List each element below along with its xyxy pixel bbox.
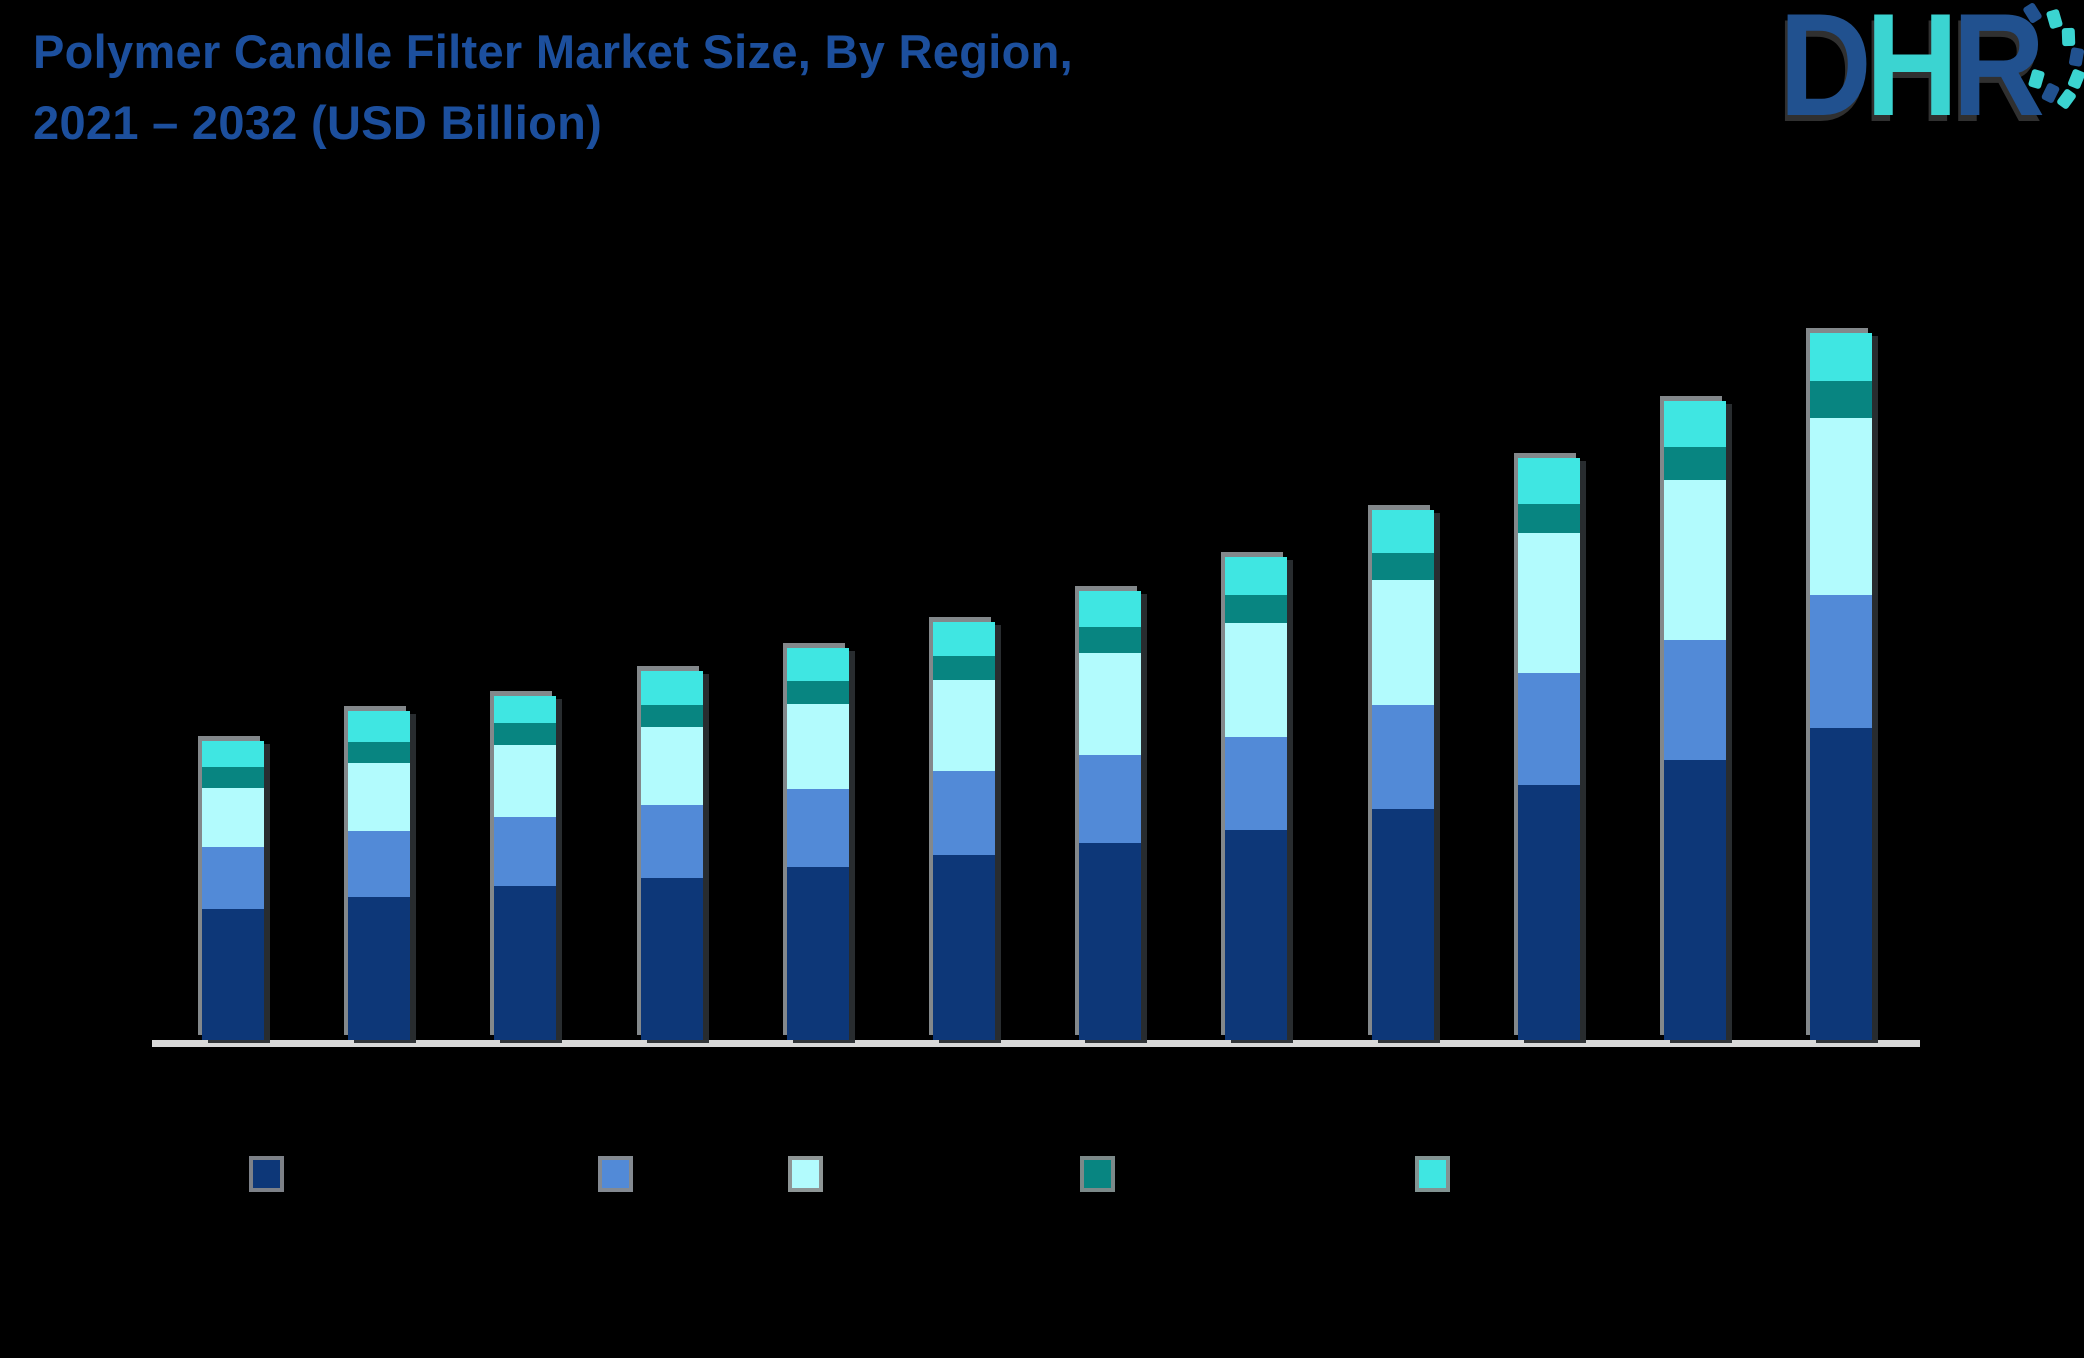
logo-dot (2061, 27, 2076, 47)
bar-segment-segment-5-turquoise (641, 671, 703, 705)
bar-segment-segment-1-navy (1079, 843, 1141, 1040)
bar-segment-segment-5-turquoise (202, 741, 264, 767)
legend-marker-2 (598, 1156, 633, 1192)
bar-segment-segment-4-teal (1664, 447, 1726, 480)
bar-segment-segment-4-teal (494, 723, 556, 745)
bar-segment-segment-4-teal (933, 656, 995, 680)
bar-segment-segment-5-turquoise (1518, 458, 1580, 504)
bar-segment-segment-3-pale-cyan (641, 727, 703, 805)
bar-segment-segment-3-pale-cyan (1225, 623, 1287, 737)
bar-segment-segment-5-turquoise (494, 696, 556, 723)
bar-segment-segment-5-turquoise (1372, 510, 1434, 553)
legend-marker-1 (249, 1156, 284, 1192)
stacked-bar-2032 (1810, 333, 1872, 1040)
bar-segment-segment-2-medium-blue (641, 805, 703, 878)
bar-segment-segment-1-navy (494, 886, 556, 1040)
dhr-logo: DHR (1779, 0, 2074, 140)
bar-segment-segment-3-pale-cyan (933, 680, 995, 771)
stacked-bar-2031 (1664, 401, 1726, 1040)
logo-letter-r: R (1952, 0, 2045, 146)
stacked-bar-2026 (933, 622, 995, 1040)
bar-segment-segment-5-turquoise (348, 711, 410, 742)
bar-segment-segment-5-turquoise (1079, 591, 1141, 627)
bar-segment-segment-2-medium-blue (933, 771, 995, 855)
bar-segment-segment-2-medium-blue (1225, 737, 1287, 830)
bar-segment-segment-1-navy (1372, 809, 1434, 1040)
stacked-bar-2024 (641, 671, 703, 1040)
bar-segment-segment-1-navy (787, 867, 849, 1040)
legend-marker-4 (1080, 1156, 1115, 1192)
bar-segment-segment-3-pale-cyan (1810, 418, 1872, 595)
bar-segment-segment-2-medium-blue (1518, 673, 1580, 785)
bar-segment-segment-1-navy (1518, 785, 1580, 1040)
bar-segment-segment-5-turquoise (1810, 333, 1872, 381)
bar-segment-segment-4-teal (202, 767, 264, 788)
bar-segment-segment-1-navy (202, 909, 264, 1040)
bar-segment-segment-4-teal (348, 742, 410, 763)
bar-segment-segment-3-pale-cyan (1079, 653, 1141, 755)
bar-segment-segment-1-navy (933, 855, 995, 1040)
bar-segment-segment-3-pale-cyan (1372, 580, 1434, 705)
bar-segment-segment-1-navy (1664, 760, 1726, 1040)
bar-segment-segment-5-turquoise (1664, 401, 1726, 447)
legend-marker-3 (788, 1156, 823, 1192)
bar-segment-segment-3-pale-cyan (494, 745, 556, 817)
chart-title-line2: 2021 – 2032 (USD Billion) (33, 96, 603, 149)
bar-segment-segment-3-pale-cyan (787, 704, 849, 789)
stacked-bar-2027 (1079, 591, 1141, 1040)
bar-segment-segment-4-teal (787, 681, 849, 704)
stacked-bar-2029 (1372, 510, 1434, 1040)
bar-segment-segment-3-pale-cyan (1518, 533, 1580, 673)
bar-segment-segment-2-medium-blue (348, 831, 410, 897)
bar-segment-segment-3-pale-cyan (202, 788, 264, 847)
bar-segment-segment-2-medium-blue (1664, 640, 1726, 760)
bar-segment-segment-2-medium-blue (202, 847, 264, 909)
bar-segment-segment-5-turquoise (787, 648, 849, 681)
x-axis-line (152, 1040, 1920, 1047)
stacked-bar-2023 (494, 696, 556, 1040)
stacked-bar-2030 (1518, 458, 1580, 1040)
bar-segment-segment-5-turquoise (933, 622, 995, 656)
stacked-bar-2022 (348, 711, 410, 1040)
legend-marker-5 (1415, 1156, 1450, 1192)
logo-letter-h: H (1865, 0, 1959, 146)
bar-segment-segment-4-teal (1518, 504, 1580, 533)
bar-segment-segment-1-navy (1810, 728, 1872, 1040)
logo-dot (2068, 47, 2084, 67)
stacked-bar-2021 (202, 741, 264, 1040)
bar-segment-segment-2-medium-blue (1079, 755, 1141, 843)
bar-segment-segment-2-medium-blue (494, 817, 556, 886)
bar-segment-segment-4-teal (1810, 381, 1872, 418)
chart-title: Polymer Candle Filter Market Size, By Re… (33, 16, 1073, 158)
bar-segment-segment-3-pale-cyan (348, 763, 410, 831)
dhr-logo-letters: DHR (1779, 0, 2045, 140)
bar-segment-segment-3-pale-cyan (1664, 480, 1726, 640)
bar-segment-segment-4-teal (1225, 595, 1287, 623)
bar-segment-segment-1-navy (641, 878, 703, 1040)
stacked-bar-2025 (787, 648, 849, 1040)
bar-segment-segment-4-teal (641, 705, 703, 727)
bar-segment-segment-2-medium-blue (1810, 595, 1872, 728)
stacked-bar-2028 (1225, 557, 1287, 1040)
chart-title-line1: Polymer Candle Filter Market Size, By Re… (33, 25, 1073, 78)
bar-segment-segment-4-teal (1372, 553, 1434, 580)
bar-segment-segment-2-medium-blue (787, 789, 849, 867)
bar-segment-segment-1-navy (348, 897, 410, 1040)
logo-letter-d: D (1779, 0, 1872, 146)
bar-segment-segment-1-navy (1225, 830, 1287, 1040)
bar-segment-segment-5-turquoise (1225, 557, 1287, 595)
bar-segment-segment-4-teal (1079, 627, 1141, 653)
bar-segment-segment-2-medium-blue (1372, 705, 1434, 809)
